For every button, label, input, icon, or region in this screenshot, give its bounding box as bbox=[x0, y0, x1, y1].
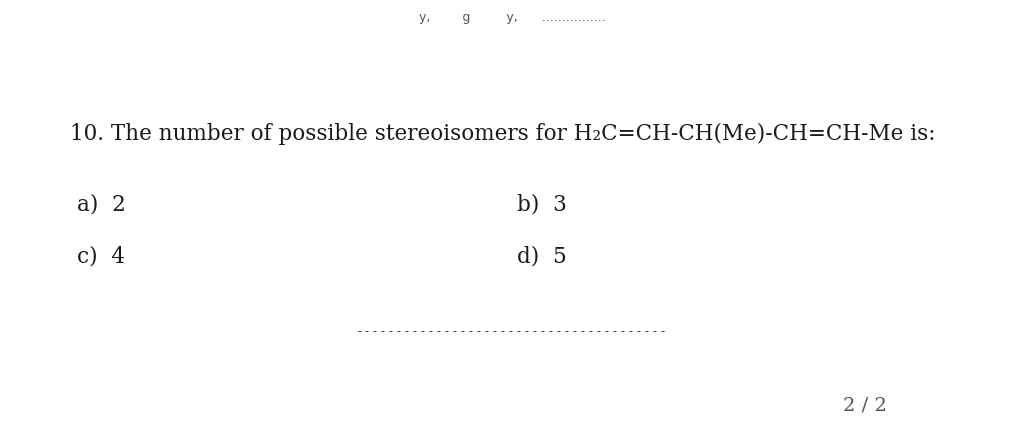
Text: a)  2: a) 2 bbox=[77, 193, 126, 215]
Text: 10. The number of possible stereoisomers for H₂C=CH-CH(Me)-CH=CH-Me is:: 10. The number of possible stereoisomers… bbox=[70, 123, 935, 145]
Text: ---------------------------------------: --------------------------------------- bbox=[356, 324, 668, 337]
Text: 2 / 2: 2 / 2 bbox=[844, 396, 887, 414]
Text: c)  4: c) 4 bbox=[77, 245, 125, 267]
Text: y,        g         y,      ................: y, g y, ................ bbox=[419, 11, 605, 24]
Text: b)  3: b) 3 bbox=[517, 193, 567, 215]
Text: d)  5: d) 5 bbox=[517, 245, 567, 267]
